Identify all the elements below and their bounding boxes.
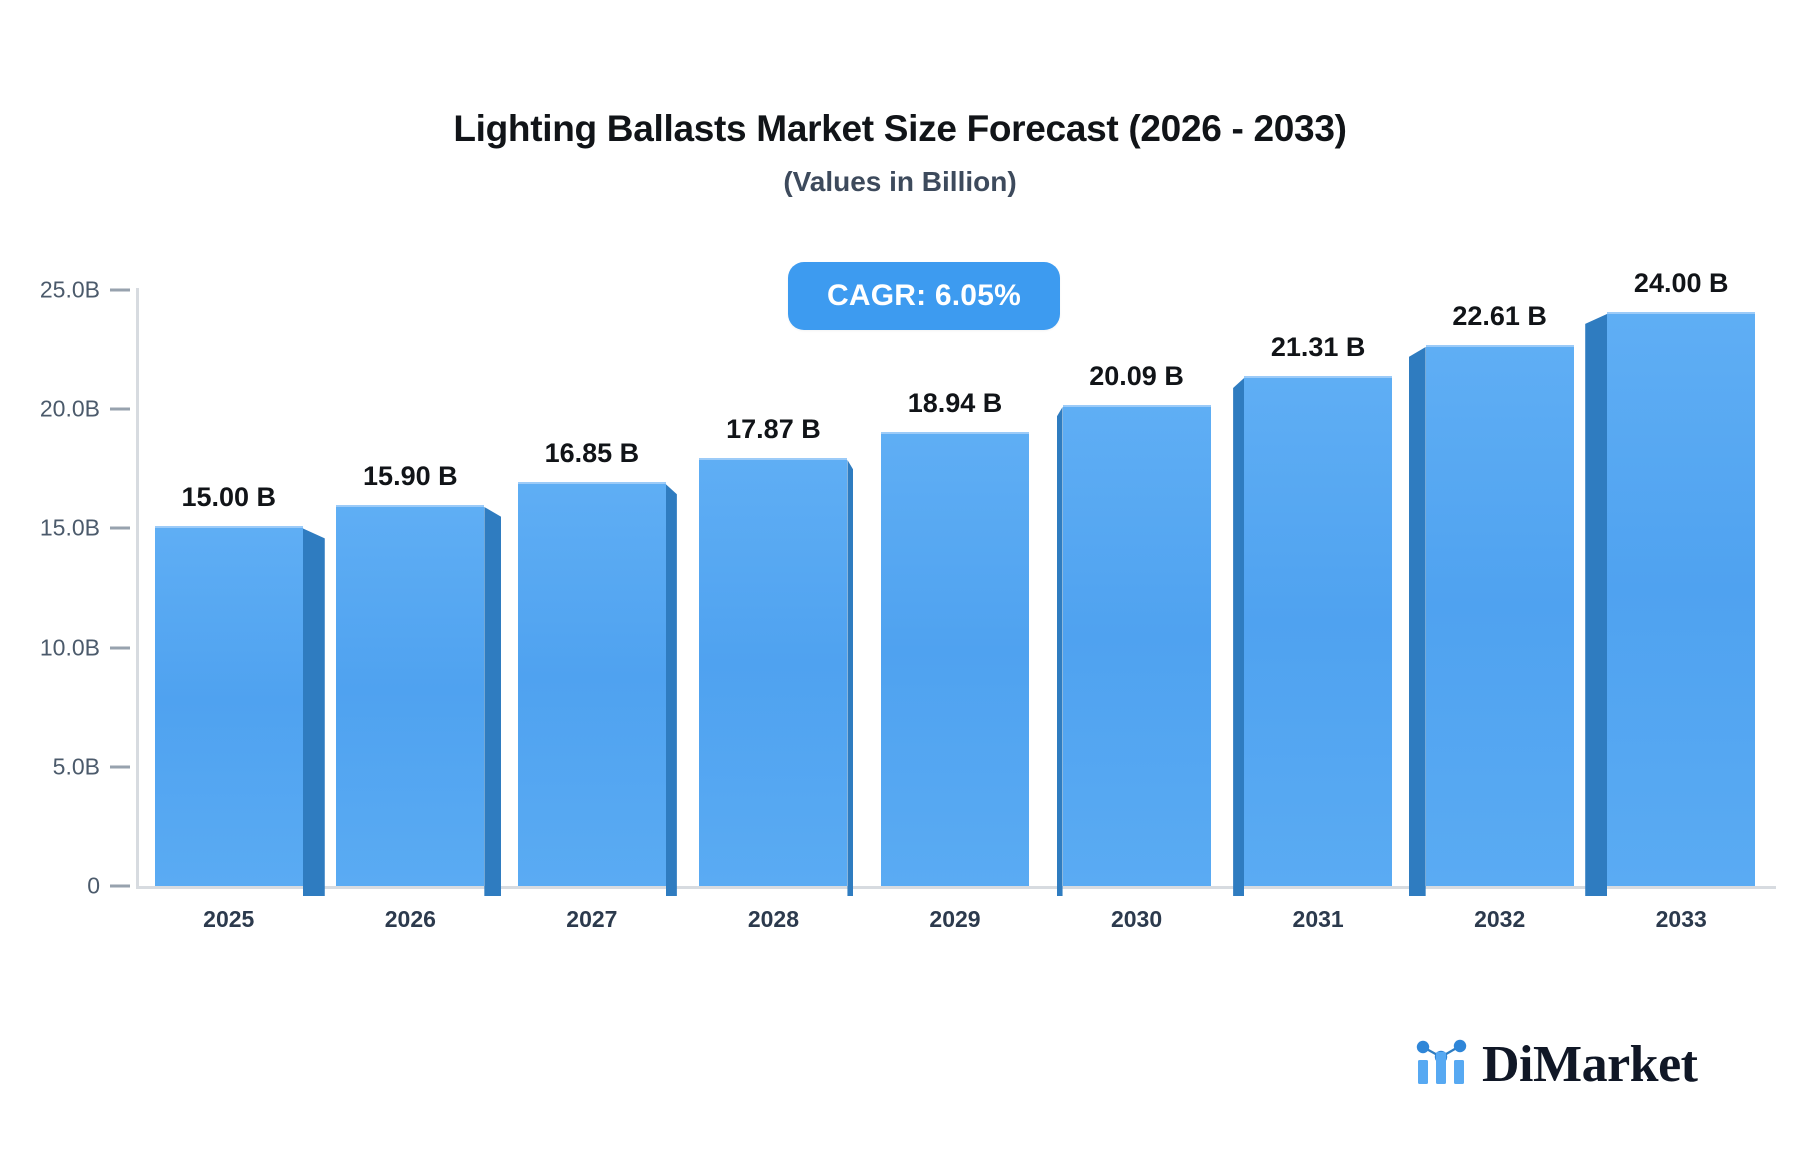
bar-front-face xyxy=(336,504,485,886)
bar-value-label: 15.90 B xyxy=(363,460,458,491)
bar-value-label: 24.00 B xyxy=(1633,267,1729,298)
y-tick-mark xyxy=(110,526,130,530)
bar-front-face xyxy=(881,432,1029,886)
bar[interactable] xyxy=(881,432,1029,886)
bar-front-face xyxy=(154,526,303,886)
bar-value-label: 16.85 B xyxy=(544,438,640,469)
bar[interactable] xyxy=(699,457,854,896)
bar[interactable] xyxy=(336,504,502,896)
x-tick-label: 2026 xyxy=(384,906,436,932)
y-tick-label: 0 xyxy=(87,872,100,899)
y-tick-label: 10.0B xyxy=(39,634,100,661)
x-tick-label: 2032 xyxy=(1474,906,1526,932)
bar-chart-logo-icon xyxy=(1414,1036,1470,1093)
bar-side-face xyxy=(1408,346,1426,896)
x-tick-label: 2033 xyxy=(1655,906,1707,932)
bar-front-face xyxy=(517,482,666,886)
bar-front-face xyxy=(699,457,848,886)
dimarket-logo: DiMarket xyxy=(1414,1035,1698,1093)
y-tick-mark xyxy=(110,884,130,888)
bar-side-face xyxy=(1233,377,1245,896)
y-tick-mark xyxy=(110,646,130,650)
x-axis-line xyxy=(136,886,1776,889)
bar-value-label: 18.94 B xyxy=(907,388,1003,419)
y-axis-line xyxy=(136,288,139,888)
bar-front-face xyxy=(1425,344,1574,886)
x-tick-label: 2029 xyxy=(929,906,981,932)
chart-subtitle: (Values in Billion) xyxy=(783,166,1017,197)
y-tick-mark xyxy=(110,288,130,292)
x-tick-label: 2028 xyxy=(747,906,800,932)
x-tick-label: 2025 xyxy=(203,906,255,932)
y-tick-label: 15.0B xyxy=(39,514,100,541)
x-tick-label: 2030 xyxy=(1110,906,1163,932)
bar-front-face xyxy=(1244,375,1393,886)
bar-value-label: 15.00 B xyxy=(181,482,277,513)
bar-side-face xyxy=(847,459,854,896)
bar[interactable] xyxy=(154,526,325,896)
bar[interactable] xyxy=(1408,344,1574,896)
y-tick-mark xyxy=(110,407,130,411)
y-tick-label: 5.0B xyxy=(52,753,100,780)
logo-wordmark: DiMarket xyxy=(1482,1035,1698,1093)
bar[interactable] xyxy=(517,482,677,896)
cagr-badge: CAGR: 6.05% xyxy=(788,262,1060,330)
bar-front-face xyxy=(1062,405,1211,886)
x-tick-label: 2031 xyxy=(1292,906,1344,932)
chart-title: Lighting Ballasts Market Size Forecast (… xyxy=(453,108,1347,149)
bar-value-label: 22.61 B xyxy=(1452,300,1547,331)
y-tick-mark xyxy=(110,765,130,769)
y-tick-label: 25.0B xyxy=(39,276,100,303)
bar-side-face xyxy=(665,484,677,896)
x-tick-label: 2027 xyxy=(566,906,618,932)
y-tick-label: 20.0B xyxy=(39,395,100,422)
bar-front-face xyxy=(1607,311,1756,886)
bar-value-label: 21.31 B xyxy=(1270,331,1366,362)
bar[interactable] xyxy=(1585,311,1756,896)
bar-side-face xyxy=(1585,313,1608,896)
bar[interactable] xyxy=(1056,405,1211,896)
bar-value-label: 17.87 B xyxy=(726,413,821,444)
bar-side-face xyxy=(302,528,325,896)
bar-side-face xyxy=(484,506,502,896)
bar-side-face xyxy=(1056,407,1063,896)
bar-value-label: 20.09 B xyxy=(1089,361,1184,392)
bar[interactable] xyxy=(1233,375,1393,896)
